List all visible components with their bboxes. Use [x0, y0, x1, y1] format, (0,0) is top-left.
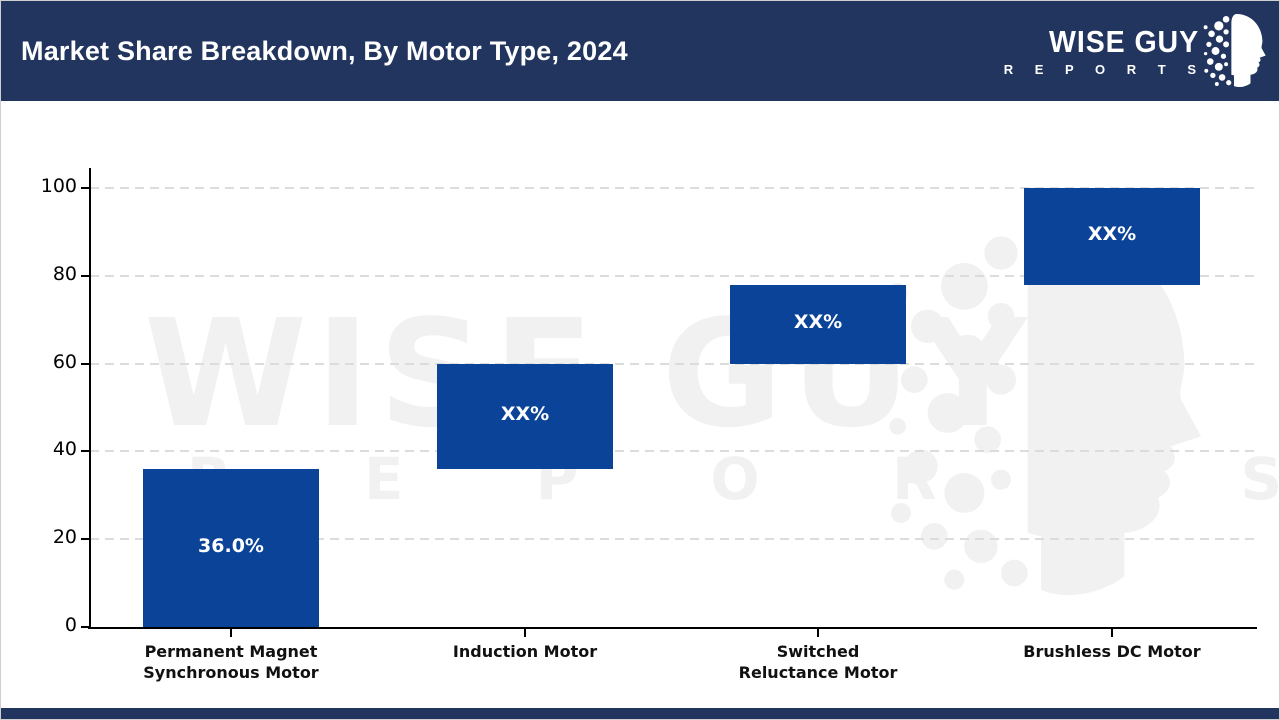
dotted-head-profile-icon	[1201, 10, 1267, 92]
y-tick-label-60: 60	[52, 350, 77, 373]
footer-bar	[1, 708, 1279, 719]
gridline-100	[90, 187, 1257, 189]
bar-value-label: XX%	[1087, 223, 1137, 246]
y-tick-40	[81, 450, 89, 453]
y-tick-label-40: 40	[52, 438, 77, 461]
bar-segment	[1024, 188, 1200, 285]
y-tick-label-80: 80	[52, 262, 77, 285]
x-tick	[524, 629, 526, 637]
bar-value-label: 36.0%	[198, 534, 264, 557]
brand-reports-label: R E P O R T S	[1003, 61, 1205, 77]
x-tick-label: Induction Motor	[452, 642, 598, 661]
x-tick	[230, 629, 232, 637]
y-tick-label-20: 20	[52, 526, 77, 549]
bar-value-label: XX%	[500, 403, 550, 426]
brand-logo: WISE GUY R E P O R T S	[1004, 10, 1280, 92]
y-tick-80	[81, 274, 89, 277]
y-tick-label-100: 100	[40, 175, 77, 197]
y-axis-line	[89, 168, 91, 629]
x-tick-label: Brushless DC Motor	[1023, 642, 1201, 661]
page-title: Market Share Breakdown, By Motor Type, 2…	[21, 35, 628, 66]
bar-segment	[730, 284, 906, 364]
x-tick-label: Switched Reluctance Motor	[738, 642, 898, 682]
gridline-60	[90, 362, 1257, 365]
gridline-80	[90, 274, 1257, 277]
gridline-40	[90, 450, 1257, 453]
x-tick-label: Permanent Magnet Synchronous Motor	[143, 642, 319, 682]
x-axis-line	[88, 627, 1257, 629]
y-tick-100	[81, 187, 89, 189]
y-tick-20	[81, 538, 89, 541]
y-tick-label-0: 0	[64, 614, 77, 636]
gridline-20	[90, 538, 1257, 541]
x-tick	[817, 629, 819, 637]
brand-wordmark: WISE GUY	[1049, 23, 1199, 59]
x-tick	[1111, 629, 1113, 637]
header-bar: Market Share Breakdown, By Motor Type, 2…	[1, 1, 1280, 101]
y-tick-0	[81, 626, 89, 628]
bar-value-label: XX%	[793, 311, 843, 334]
bar-segment	[143, 468, 319, 627]
brand-text: WISE GUY R E P O R T S	[1004, 26, 1199, 77]
bar-segment	[437, 363, 613, 469]
y-tick-60	[81, 362, 89, 365]
